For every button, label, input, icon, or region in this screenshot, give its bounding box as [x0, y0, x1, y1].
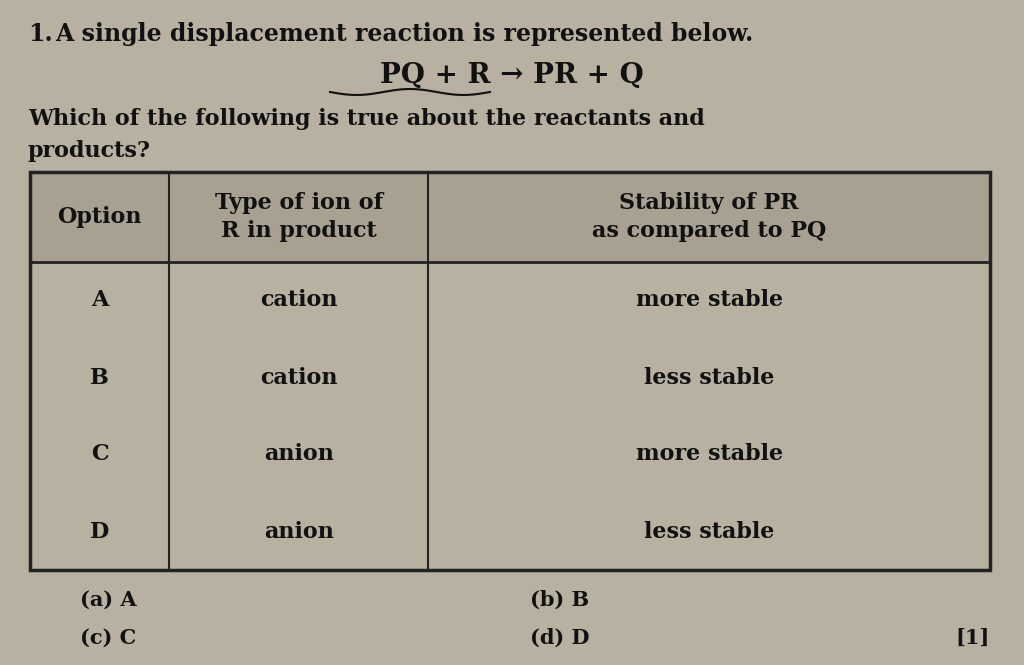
Bar	[30, 339, 990, 416]
Text: Type of ion of
R in product: Type of ion of R in product	[215, 192, 383, 242]
Text: less stable: less stable	[644, 521, 774, 543]
Text: (c) C: (c) C	[80, 628, 136, 648]
Text: more stable: more stable	[636, 444, 782, 465]
Text: D: D	[90, 521, 110, 543]
Text: cation: cation	[260, 289, 338, 311]
Text: (d) D: (d) D	[530, 628, 590, 648]
Text: products?: products?	[28, 140, 151, 162]
Text: Stability of PR
as compared to PQ: Stability of PR as compared to PQ	[592, 192, 826, 242]
Bar	[30, 172, 990, 570]
Text: B: B	[90, 366, 109, 388]
Text: Which of the following is true about the reactants and: Which of the following is true about the…	[28, 108, 705, 130]
Text: A: A	[91, 289, 109, 311]
Text: 1.: 1.	[28, 22, 52, 46]
Text: A single displacement reaction is represented below.: A single displacement reaction is repres…	[55, 22, 754, 46]
Text: (b) B: (b) B	[530, 590, 589, 610]
Bar	[30, 172, 990, 262]
Text: anion: anion	[264, 521, 334, 543]
Text: C: C	[91, 444, 109, 465]
Text: Option: Option	[57, 206, 142, 228]
Text: cation: cation	[260, 366, 338, 388]
Bar	[30, 493, 990, 570]
Text: PQ + R → PR + Q: PQ + R → PR + Q	[380, 62, 644, 89]
Text: less stable: less stable	[644, 366, 774, 388]
Text: anion: anion	[264, 444, 334, 465]
Bar	[30, 416, 990, 493]
Text: [1]: [1]	[955, 628, 990, 648]
Text: (a) A: (a) A	[80, 590, 136, 610]
Bar	[30, 262, 990, 339]
Text: more stable: more stable	[636, 289, 782, 311]
